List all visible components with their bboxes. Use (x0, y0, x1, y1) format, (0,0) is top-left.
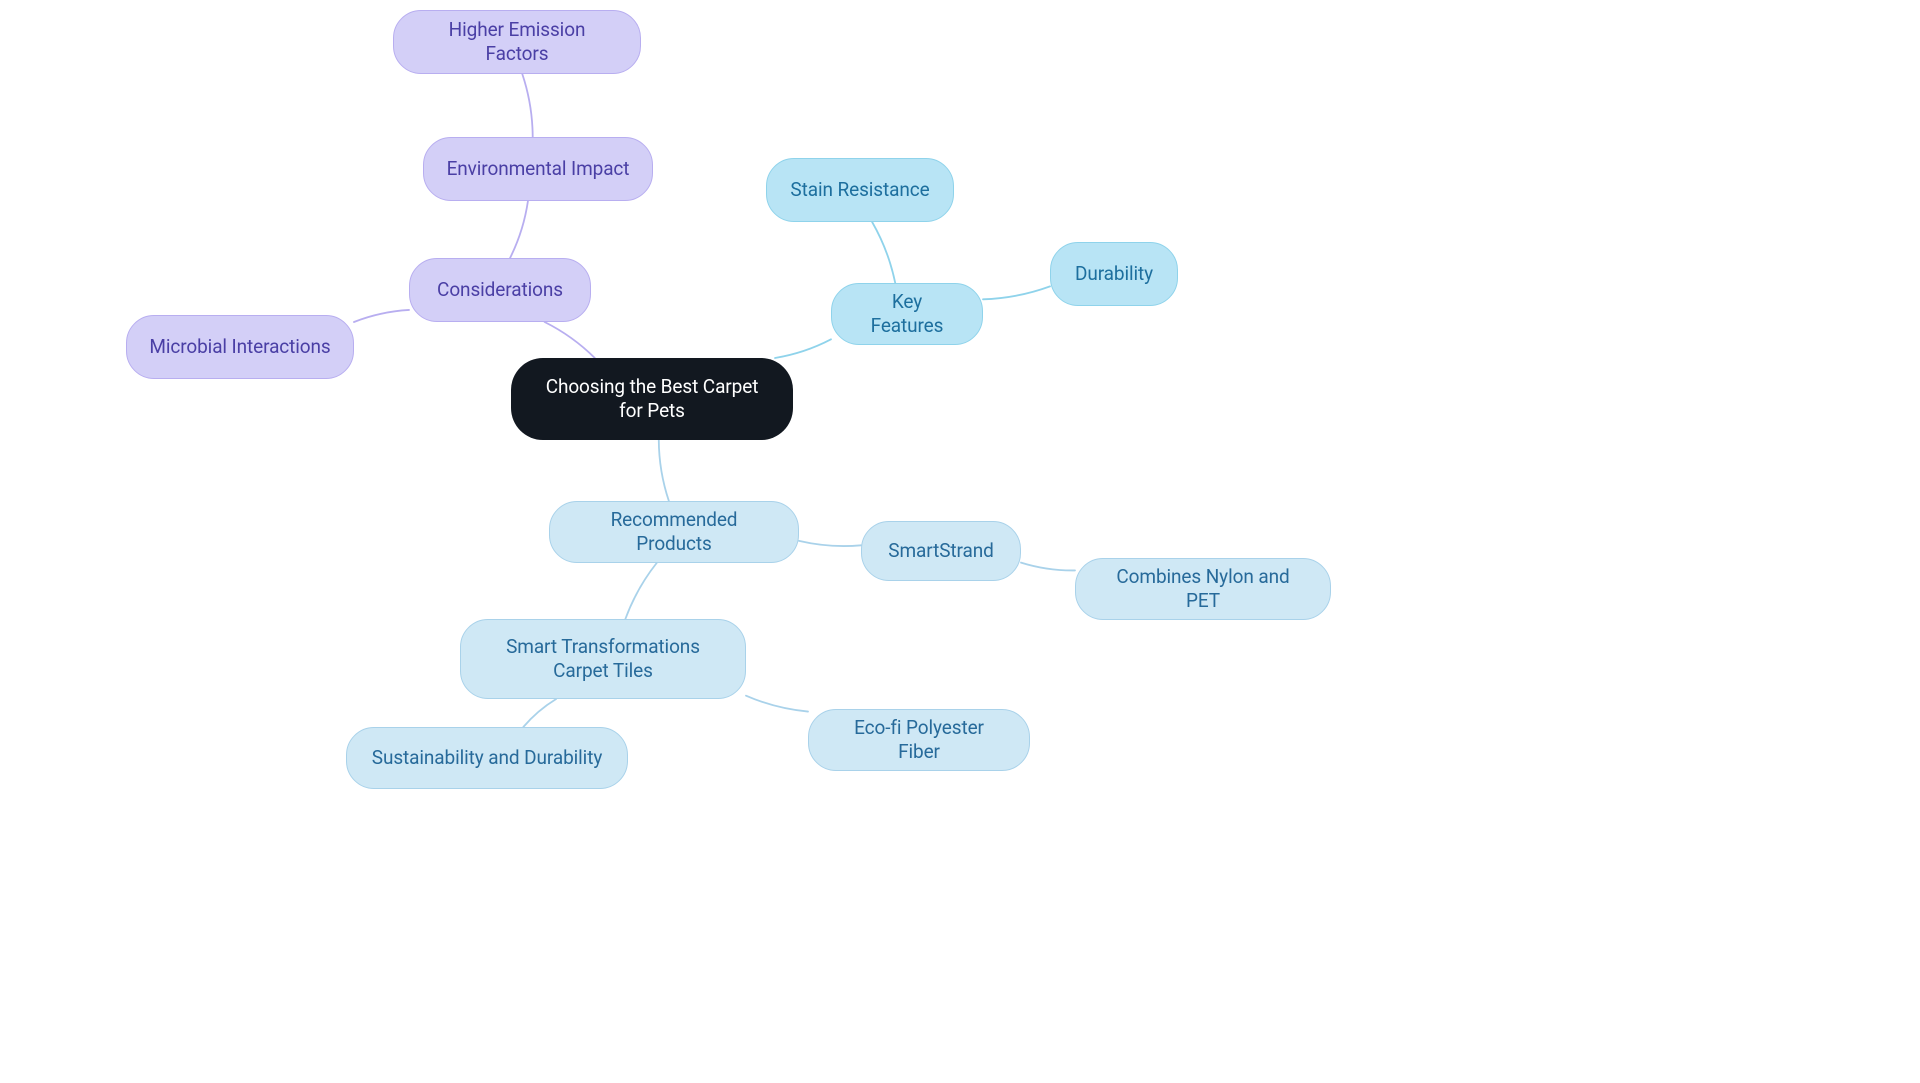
node-higher-emission-factors[interactable]: Higher Emission Factors (393, 10, 641, 74)
mindmap-canvas: Choosing the Best Carpet for Pets Consid… (0, 0, 1920, 1083)
node-label: Key Features (854, 290, 960, 338)
node-label: Higher Emission Factors (416, 18, 618, 66)
node-stain-resistance[interactable]: Stain Resistance (766, 158, 954, 222)
node-label: Combines Nylon and PET (1098, 565, 1308, 613)
node-label: Microbial Interactions (149, 335, 330, 359)
node-environmental-impact[interactable]: Environmental Impact (423, 137, 653, 201)
node-recommended-products[interactable]: Recommended Products (549, 501, 799, 563)
node-combines-nylon-pet[interactable]: Combines Nylon and PET (1075, 558, 1331, 620)
node-microbial-interactions[interactable]: Microbial Interactions (126, 315, 354, 379)
node-durability[interactable]: Durability (1050, 242, 1178, 306)
node-label: Durability (1075, 262, 1153, 286)
node-ecofi-polyester[interactable]: Eco-fi Polyester Fiber (808, 709, 1030, 771)
node-root[interactable]: Choosing the Best Carpet for Pets (511, 358, 793, 440)
node-label: SmartStrand (888, 539, 993, 563)
node-label: Considerations (437, 278, 563, 302)
node-label: Eco-fi Polyester Fiber (831, 716, 1007, 764)
node-label: Sustainability and Durability (372, 746, 602, 770)
node-sustainability-durability[interactable]: Sustainability and Durability (346, 727, 628, 789)
node-smart-transformations-tiles[interactable]: Smart Transformations Carpet Tiles (460, 619, 746, 699)
node-label: Choosing the Best Carpet for Pets (533, 375, 771, 423)
node-smartstrand[interactable]: SmartStrand (861, 521, 1021, 581)
node-label: Stain Resistance (790, 178, 929, 202)
node-considerations[interactable]: Considerations (409, 258, 591, 322)
node-label: Smart Transformations Carpet Tiles (483, 635, 723, 683)
node-label: Recommended Products (572, 508, 776, 556)
node-key-features[interactable]: Key Features (831, 283, 983, 345)
node-label: Environmental Impact (447, 157, 630, 181)
